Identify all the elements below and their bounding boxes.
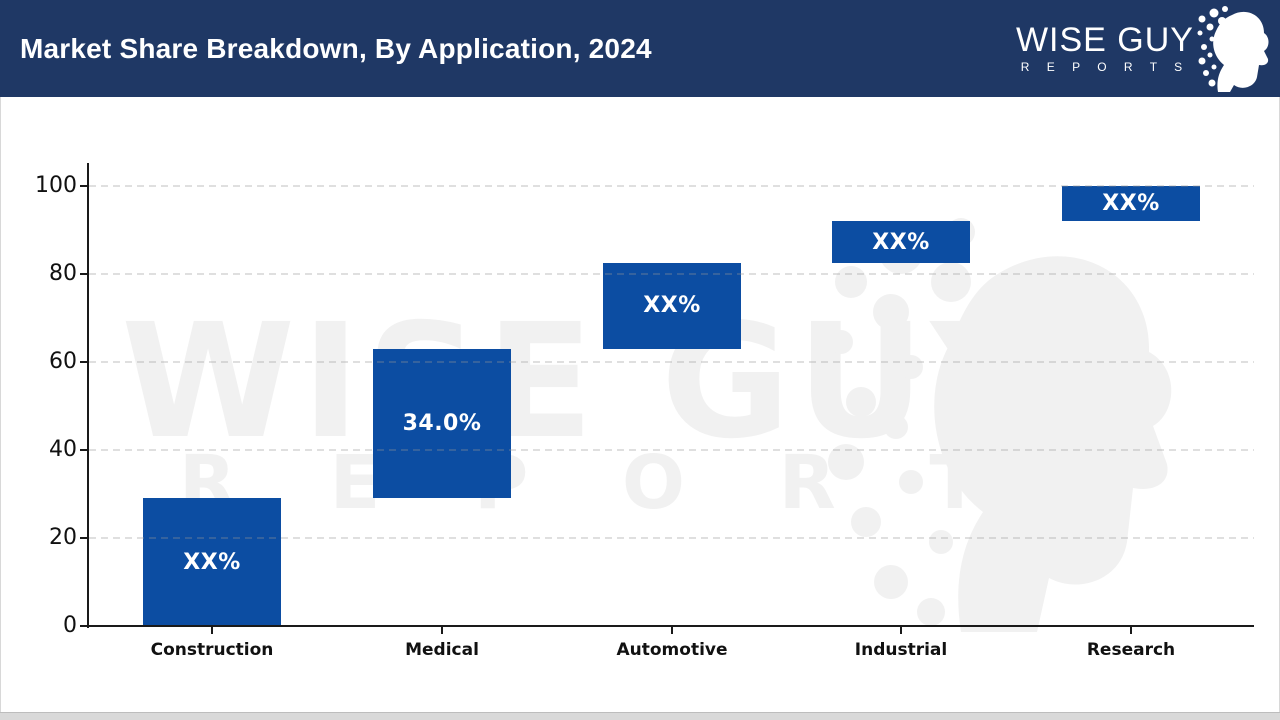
y-tick-label: 0 [63, 613, 77, 638]
x-tickmark [671, 627, 673, 634]
bar-medical: 34.0% [373, 348, 511, 499]
y-tickmark [80, 537, 87, 539]
y-tick-label: 60 [49, 349, 77, 374]
gridline-80 [89, 273, 1254, 275]
x-tickmark [211, 627, 213, 634]
brand-logo: WISE GUY R E P O R T S [1016, 5, 1272, 93]
x-tickmark [441, 627, 443, 634]
y-tickmark [80, 361, 87, 363]
y-tick-label: 20 [49, 525, 77, 550]
watermark-wordmark: WISE GUY [121, 290, 1052, 474]
gridline-40 [89, 449, 1254, 451]
category-label-construction: Construction [150, 640, 274, 660]
gridline-100 [89, 185, 1254, 187]
gridline-60 [89, 361, 1254, 363]
category-label-industrial: Industrial [854, 640, 948, 660]
category-label-automotive: Automotive [616, 640, 728, 660]
y-tick-label: 40 [49, 437, 77, 462]
header: Market Share Breakdown, By Application, … [0, 0, 1280, 97]
logo-face-icon [1197, 5, 1269, 92]
y-tickmark [80, 185, 87, 187]
bar-label: 34.0% [402, 411, 482, 437]
bar-label: XX% [183, 549, 241, 575]
bar-automotive: XX% [603, 263, 741, 349]
x-axis-line [87, 625, 1254, 627]
watermark-subtext: R E P O R T S [179, 440, 1162, 526]
logo-subtext: R E P O R T S [1020, 60, 1190, 74]
y-tickmark [80, 449, 87, 451]
brand-logo-text: WISE GUY R E P O R T S [1016, 23, 1194, 74]
footer-strip [0, 712, 1280, 720]
category-label-medical: Medical [405, 640, 479, 660]
y-tickmark [80, 273, 87, 275]
logo-wordmark: WISE GUY [1015, 21, 1194, 59]
y-tick-label: 80 [49, 261, 77, 286]
chart-area: WISE GUY R E P O R T S XX% 34.0% XX% XX% XX%… [0, 97, 1280, 713]
bar-label: XX% [643, 293, 701, 319]
y-tickmark [80, 625, 87, 627]
x-tickmark [1130, 627, 1132, 634]
bar-label: XX% [872, 229, 930, 255]
y-tick-label: 100 [35, 173, 77, 198]
y-axis-line [87, 163, 89, 628]
bar-industrial: XX% [832, 221, 970, 263]
bar-research: XX% [1062, 186, 1200, 222]
category-label-research: Research [1086, 640, 1176, 660]
bar-construction: XX% [143, 498, 281, 626]
watermark-face-icon [828, 218, 1172, 632]
gridline-20 [89, 537, 1254, 539]
x-tickmark [900, 627, 902, 634]
page-title: Market Share Breakdown, By Application, … [20, 32, 652, 64]
bar-label: XX% [1102, 191, 1160, 217]
